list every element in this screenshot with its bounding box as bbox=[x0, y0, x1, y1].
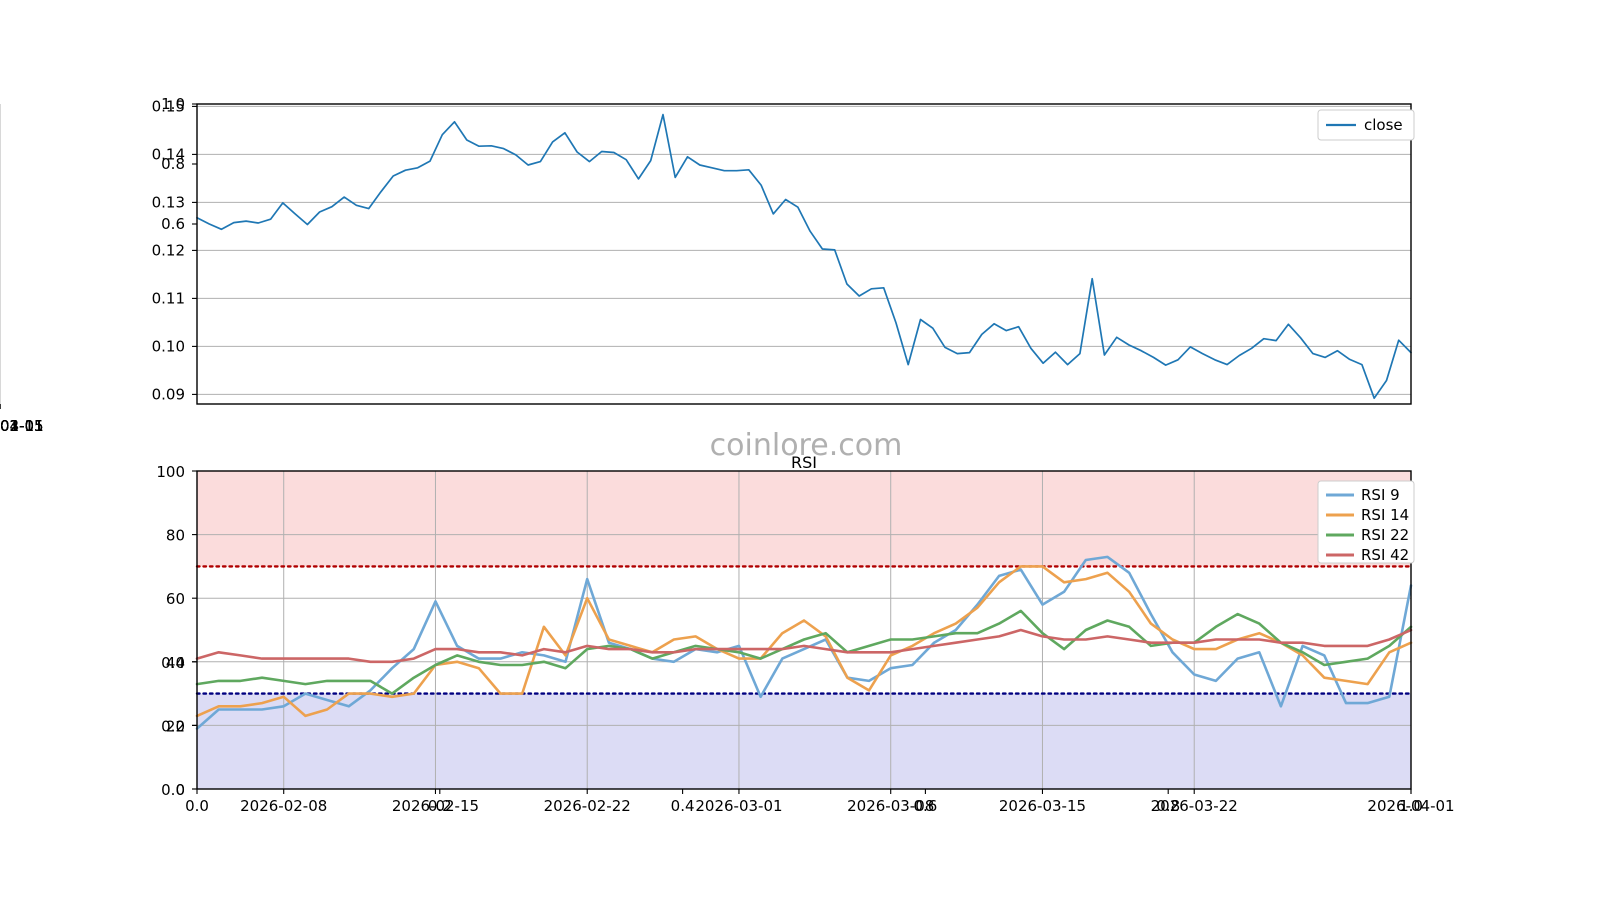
rsi-ghost-ytick-label: 0.0 bbox=[161, 781, 185, 799]
rsi-xtick-label: 2026-03-08 bbox=[847, 797, 934, 815]
rsi-xtick-label: 2026-04-01 bbox=[1367, 797, 1454, 815]
rsi-line-rsi-22 bbox=[195, 609, 1413, 695]
watermark-coinlore: coinlore.com bbox=[710, 428, 903, 463]
price-xtick-label: 2026-03-01 bbox=[0, 417, 44, 435]
price-xtick-label: 2026-01-01 bbox=[0, 417, 44, 435]
rsi-ghost-xtick-label: 0.4 bbox=[671, 797, 695, 815]
price-ghost-ytick-label: 1.0 bbox=[161, 95, 185, 113]
price-panel-frame bbox=[196, 103, 1412, 405]
price-ytick-label: 0.14 bbox=[152, 145, 185, 163]
rsi-legend-label-rsi-14: RSI 14 bbox=[1361, 506, 1409, 524]
price-line-close bbox=[196, 113, 1412, 400]
rsi-xtick-label: 2026-02-08 bbox=[240, 797, 327, 815]
rsi-ytick-label: 40 bbox=[166, 654, 185, 672]
rsi-ytick-label: 100 bbox=[156, 463, 185, 481]
rsi-ytick-label: 60 bbox=[166, 590, 185, 608]
price-ghost-ytick-label: 0.8 bbox=[161, 155, 185, 173]
rsi-xtick-label: 2026-02-22 bbox=[544, 797, 631, 815]
price-ytick-label: 0.12 bbox=[152, 241, 185, 259]
rsi-panel-title: RSI bbox=[791, 453, 817, 472]
rsi-ghost-xtick-label: 0.2 bbox=[428, 797, 452, 815]
price-xtick-label: 2026-03-15 bbox=[0, 417, 44, 435]
price-ytick-label: 0.09 bbox=[152, 385, 185, 403]
rsi-ghost-xtick-label: 0.6 bbox=[913, 797, 937, 815]
rsi-xtick-label: 2026-03-15 bbox=[999, 797, 1086, 815]
rsi-legend-box bbox=[1317, 480, 1415, 564]
rsi-ytick-label: 20 bbox=[166, 717, 185, 735]
rsi-overbought-band bbox=[197, 471, 1411, 567]
rsi-ghost-xtick-label: 1.0 bbox=[1399, 797, 1423, 815]
rsi-xtick-label: 2026-02-15 bbox=[392, 797, 479, 815]
rsi-ghost-xtick-label: 0.8 bbox=[1156, 797, 1180, 815]
price-ytick-label: 0.15 bbox=[152, 97, 185, 115]
rsi-ghost-ytick-label: 0.4 bbox=[161, 654, 185, 672]
rsi-legend-label-rsi-22: RSI 22 bbox=[1361, 526, 1409, 544]
price-xtick-label: 2026-02-15 bbox=[0, 417, 44, 435]
price-xtick-label: 2026-04-01 bbox=[0, 417, 44, 435]
price-xtick-label: 2026-02-01 bbox=[0, 417, 44, 435]
price-legend-box bbox=[1317, 109, 1415, 141]
rsi-xtick-label: 2026-03-01 bbox=[695, 797, 782, 815]
rsi-ytick-label: 0 bbox=[175, 781, 185, 799]
rsi-xtick-label: 2026-03-22 bbox=[1151, 797, 1238, 815]
rsi-legend-label-rsi-9: RSI 9 bbox=[1361, 486, 1400, 504]
price-ytick-label: 0.11 bbox=[152, 289, 185, 307]
rsi-ghost-ytick-label: 0.2 bbox=[161, 717, 185, 735]
rsi-line-rsi-42 bbox=[195, 628, 1413, 664]
rsi-line-rsi-14 bbox=[195, 565, 1413, 718]
price-xtick-label: 2026-01-15 bbox=[0, 417, 44, 435]
rsi-ghost-xtick-label: 0.0 bbox=[185, 797, 209, 815]
price-ghost-ytick-label: 0.6 bbox=[161, 215, 185, 233]
rsi-legend-label-rsi-42: RSI 42 bbox=[1361, 546, 1409, 564]
rsi-ytick-label: 80 bbox=[166, 527, 185, 545]
price-ytick-label: 0.10 bbox=[152, 337, 185, 355]
price-ytick-label: 0.13 bbox=[152, 193, 185, 211]
rsi-oversold-band bbox=[197, 693, 1411, 789]
price-legend-label-close: close bbox=[1364, 116, 1403, 134]
rsi-panel-frame bbox=[196, 470, 1412, 790]
